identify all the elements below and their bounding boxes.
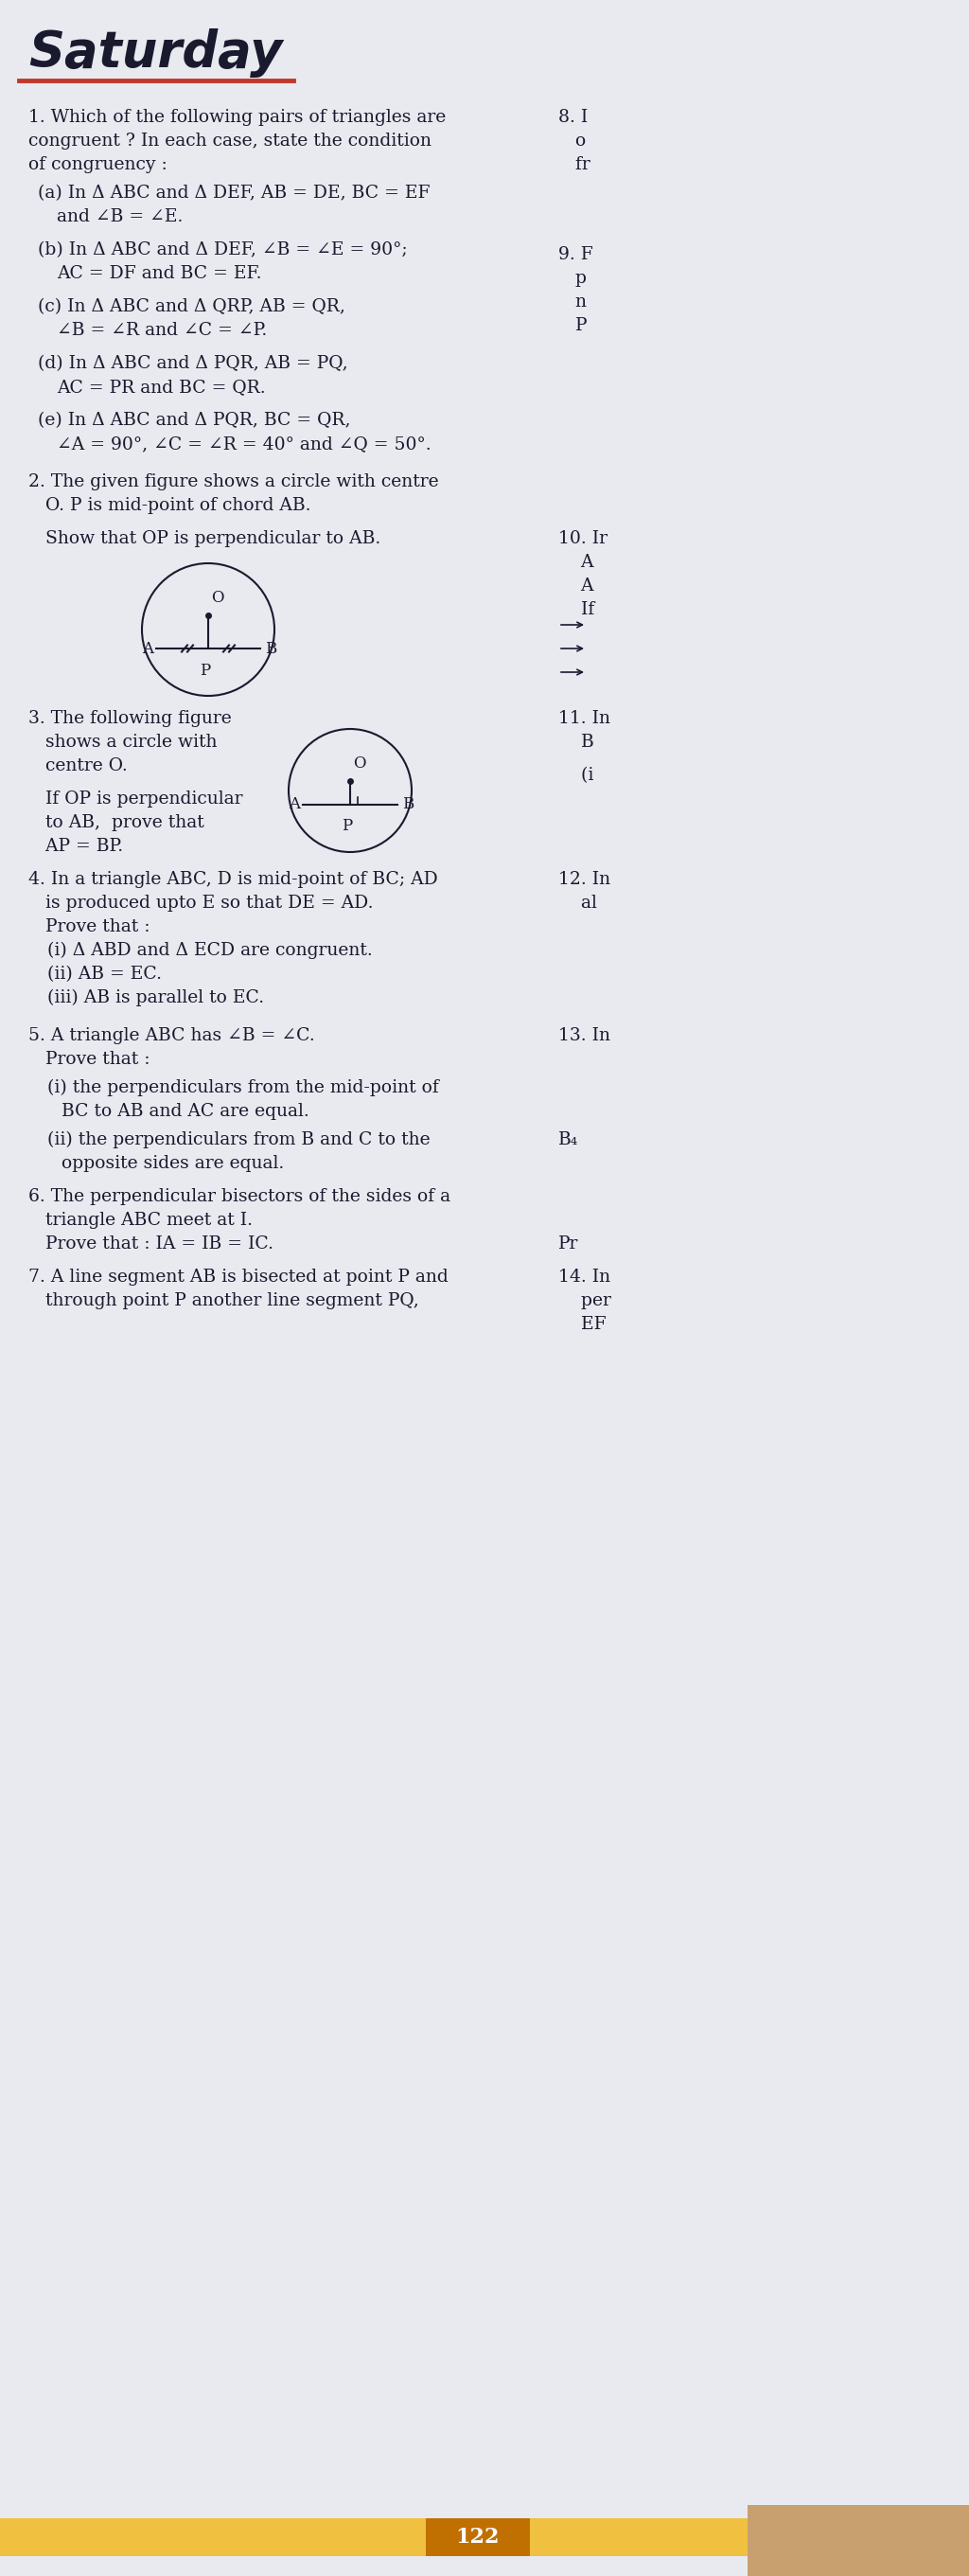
Text: to AB,  prove that: to AB, prove that (28, 814, 204, 832)
Text: P: P (342, 819, 353, 835)
Text: 122: 122 (455, 2527, 500, 2548)
Text: AC = DF and BC = EF.: AC = DF and BC = EF. (57, 265, 262, 283)
Text: A: A (289, 796, 300, 814)
Text: O: O (353, 755, 365, 773)
Text: (i: (i (558, 768, 594, 783)
Text: Prove that : IA = IB = IC.: Prove that : IA = IB = IC. (28, 1236, 273, 1252)
Text: o: o (558, 131, 586, 149)
Text: A: A (141, 641, 153, 657)
Text: p: p (558, 270, 586, 286)
Text: (b) In Δ ABC and Δ DEF, ∠B = ∠E = 90°;: (b) In Δ ABC and Δ DEF, ∠B = ∠E = 90°; (38, 242, 408, 258)
Text: EF: EF (558, 1316, 607, 1332)
Text: 9. F: 9. F (558, 247, 593, 263)
Text: AC = PR and BC = QR.: AC = PR and BC = QR. (57, 379, 266, 397)
Text: shows a circle with: shows a circle with (28, 734, 217, 750)
Text: congruent ? In each case, state the condition: congruent ? In each case, state the cond… (28, 131, 431, 149)
Text: fr: fr (558, 157, 590, 173)
Text: If OP is perpendicular: If OP is perpendicular (28, 791, 242, 806)
Text: triangle ABC meet at I.: triangle ABC meet at I. (28, 1211, 253, 1229)
Text: 3. The following figure: 3. The following figure (28, 711, 232, 726)
Text: Show that OP is perpendicular to AB.: Show that OP is perpendicular to AB. (28, 531, 381, 546)
Text: P: P (558, 317, 587, 335)
Text: (e) In Δ ABC and Δ PQR, BC = QR,: (e) In Δ ABC and Δ PQR, BC = QR, (38, 412, 351, 428)
Text: B₄: B₄ (558, 1131, 578, 1149)
Text: 12. In: 12. In (558, 871, 610, 889)
Text: n: n (558, 294, 586, 312)
Text: (c) In Δ ABC and Δ QRP, AB = QR,: (c) In Δ ABC and Δ QRP, AB = QR, (38, 299, 345, 314)
Text: (i) the perpendiculars from the mid-point of: (i) the perpendiculars from the mid-poin… (47, 1079, 439, 1097)
Text: Prove that :: Prove that : (28, 1051, 150, 1069)
Text: (i) Δ ABD and Δ ECD are congruent.: (i) Δ ABD and Δ ECD are congruent. (47, 943, 373, 958)
Text: 7. A line segment AB is bisected at point P and: 7. A line segment AB is bisected at poin… (28, 1267, 449, 1285)
Text: O: O (211, 590, 224, 605)
Text: 10. Ir: 10. Ir (558, 531, 608, 546)
Text: A: A (558, 554, 594, 572)
Text: B: B (558, 734, 594, 750)
Text: 5. A triangle ABC has ∠B = ∠C.: 5. A triangle ABC has ∠B = ∠C. (28, 1028, 315, 1043)
Text: P: P (200, 662, 210, 680)
Text: per: per (558, 1293, 611, 1309)
Text: B: B (265, 641, 276, 657)
Text: Prove that :: Prove that : (28, 917, 150, 935)
Text: al: al (558, 894, 597, 912)
Text: 4. In a triangle ABC, D is mid-point of BC; AD: 4. In a triangle ABC, D is mid-point of … (28, 871, 438, 889)
Bar (0, 2519, 969, 2555)
Text: (ii) the perpendiculars from B and C to the: (ii) the perpendiculars from B and C to … (47, 1131, 430, 1149)
Text: ∠B = ∠R and ∠C = ∠P.: ∠B = ∠R and ∠C = ∠P. (57, 322, 267, 340)
Bar (747, 2504, 969, 2576)
Text: 2. The given figure shows a circle with centre: 2. The given figure shows a circle with … (28, 474, 439, 489)
Text: A: A (558, 577, 594, 595)
Text: ∠A = 90°, ∠C = ∠R = 40° and ∠Q = 50°.: ∠A = 90°, ∠C = ∠R = 40° and ∠Q = 50°. (57, 435, 431, 453)
Text: 1. Which of the following pairs of triangles are: 1. Which of the following pairs of trian… (28, 108, 446, 126)
Text: O. P is mid-point of chord AB.: O. P is mid-point of chord AB. (28, 497, 311, 515)
Text: 6. The perpendicular bisectors of the sides of a: 6. The perpendicular bisectors of the si… (28, 1188, 451, 1206)
Text: is produced upto E so that DE = AD.: is produced upto E so that DE = AD. (28, 894, 373, 912)
Text: AP = BP.: AP = BP. (28, 837, 123, 855)
Text: opposite sides are equal.: opposite sides are equal. (61, 1154, 284, 1172)
Text: (ii) AB = EC.: (ii) AB = EC. (47, 966, 162, 981)
Text: B: B (402, 796, 414, 814)
Text: 14. In: 14. In (558, 1267, 610, 1285)
Bar (425, 2519, 530, 2555)
Text: (iii) AB is parallel to EC.: (iii) AB is parallel to EC. (47, 989, 265, 1007)
Text: Saturday: Saturday (28, 28, 283, 77)
Text: 8. I: 8. I (558, 108, 588, 126)
Text: (a) In Δ ABC and Δ DEF, AB = DE, BC = EF: (a) In Δ ABC and Δ DEF, AB = DE, BC = EF (38, 185, 430, 201)
Text: through point P another line segment PQ,: through point P another line segment PQ, (28, 1293, 419, 1309)
Text: (d) In Δ ABC and Δ PQR, AB = PQ,: (d) In Δ ABC and Δ PQR, AB = PQ, (38, 355, 348, 371)
Text: 11. In: 11. In (558, 711, 610, 726)
Text: If: If (558, 600, 595, 618)
Text: BC to AB and AC are equal.: BC to AB and AC are equal. (61, 1103, 309, 1121)
Text: centre O.: centre O. (28, 757, 128, 775)
Text: of congruency :: of congruency : (28, 157, 168, 173)
Text: Pr: Pr (558, 1236, 578, 1252)
Text: and ∠B = ∠E.: and ∠B = ∠E. (57, 209, 183, 224)
Text: 13. In: 13. In (558, 1028, 610, 1043)
